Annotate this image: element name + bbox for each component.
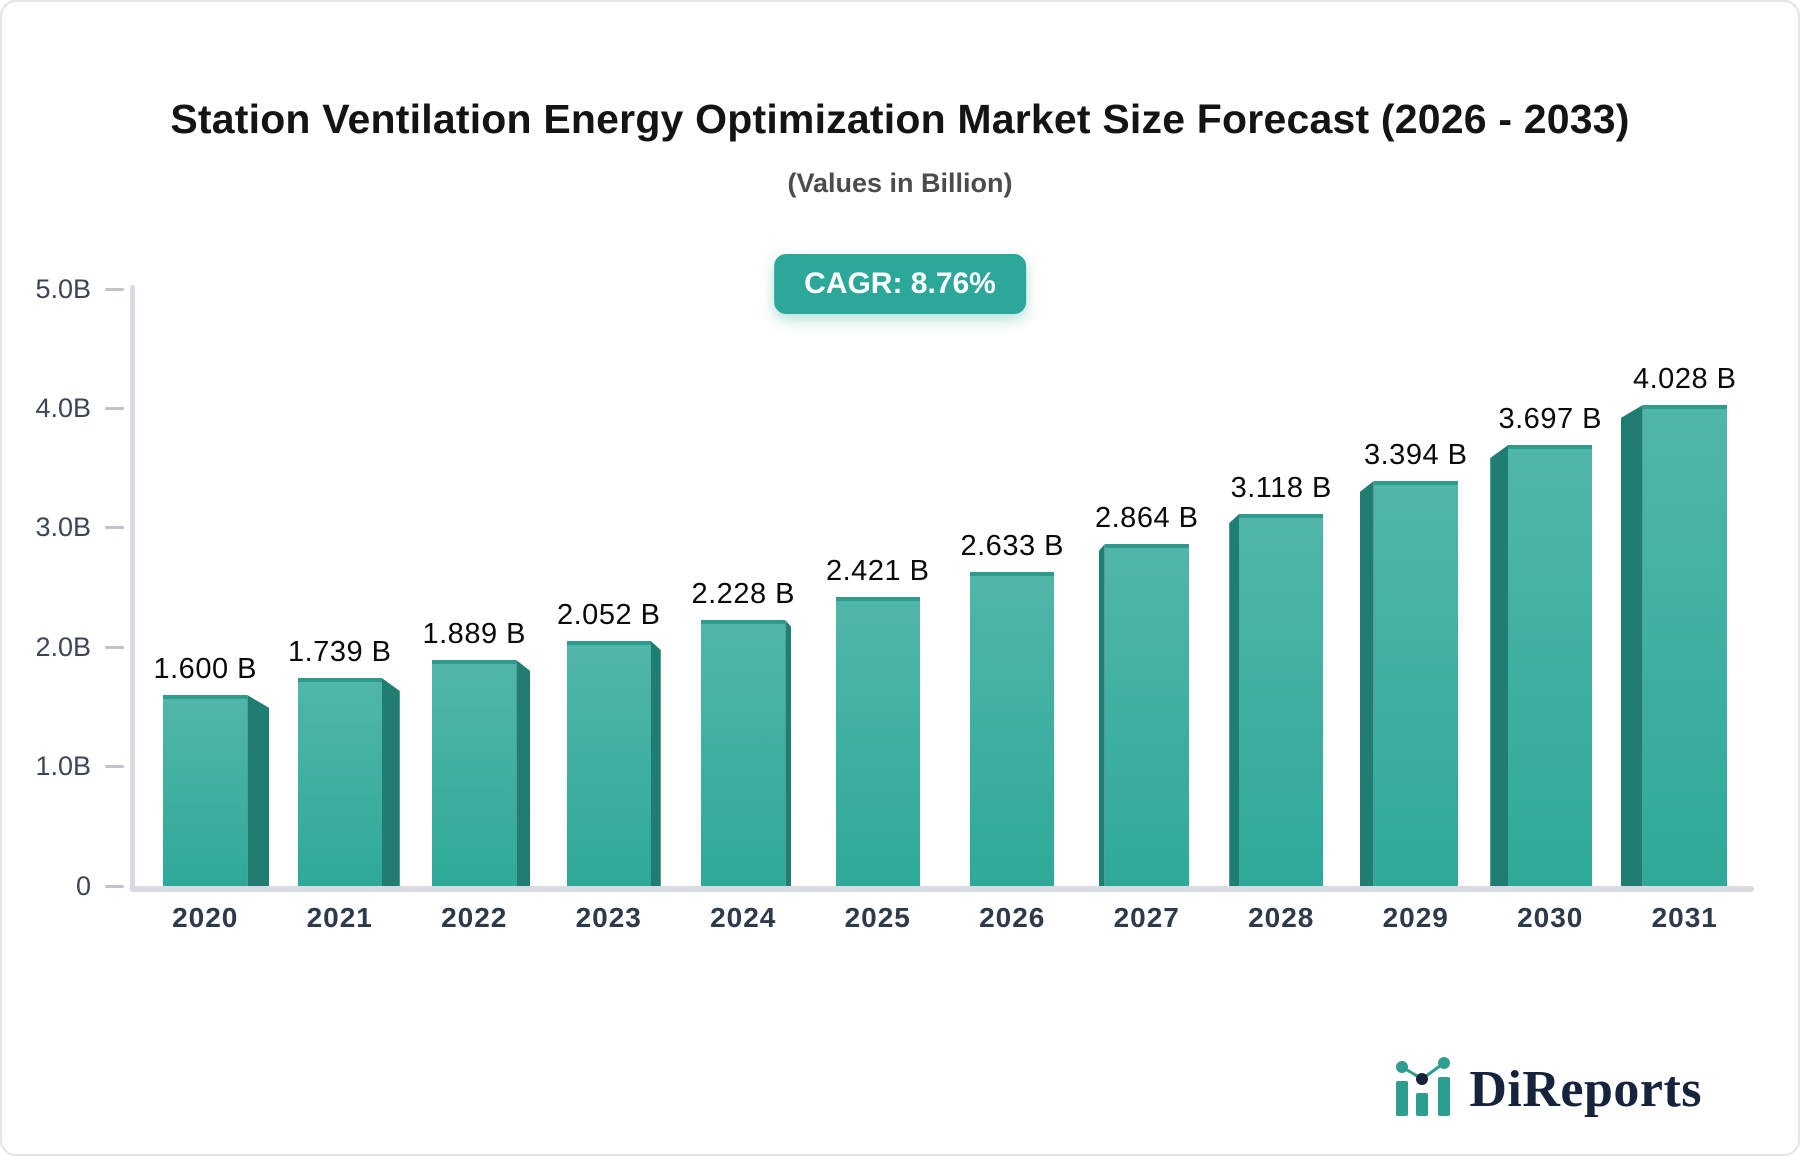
- y-tick-label: 1.0B: [35, 751, 91, 782]
- bar-value-label: 2.228 B: [691, 578, 795, 610]
- bar-side-face: [1098, 544, 1105, 886]
- logo-chart-icon: [1396, 1057, 1451, 1116]
- y-tick-mark: [105, 884, 124, 888]
- x-axis-baseline: [130, 886, 1754, 892]
- bar-side-face: [1490, 445, 1509, 886]
- bar-face: [1373, 481, 1458, 886]
- bar-face: [432, 660, 517, 886]
- y-tick-label: 0: [75, 870, 91, 901]
- bar-side-face: [785, 620, 792, 886]
- bar-column-2022: 1.889 B: [407, 289, 542, 886]
- y-tick-2.0B: 2.0B: [22, 631, 124, 662]
- bar-column-2020: 1.600 B: [138, 289, 273, 886]
- y-tick-1.0B: 1.0B: [22, 751, 124, 782]
- cagr-badge: CAGR: 8.76%: [774, 254, 1026, 314]
- bar-column-2027: 2.864 B: [1080, 289, 1215, 886]
- bar-value-label: 3.697 B: [1498, 403, 1602, 435]
- y-tick-mark: [105, 526, 124, 530]
- x-label-2031: 2031: [1651, 902, 1718, 933]
- x-label-2021: 2021: [306, 902, 373, 933]
- y-tick-3.0B: 3.0B: [22, 512, 124, 543]
- bar-value-label: 1.889 B: [422, 618, 526, 650]
- bar-value-label: 4.028 B: [1633, 363, 1737, 395]
- bar-column-2030: 3.697 B: [1483, 289, 1618, 886]
- x-label-2024: 2024: [710, 902, 777, 933]
- x-label-2029: 2029: [1382, 902, 1449, 933]
- bar-series: 1.600 B 1.739 B 1.889 B 2.052 B 2.228 B 2.421…: [138, 289, 1752, 886]
- y-tick-mark: [105, 645, 124, 649]
- chart-title: Station Ventilation Energy Optimization …: [170, 96, 1630, 142]
- x-label-2023: 2023: [575, 902, 642, 933]
- y-tick-label: 4.0B: [35, 392, 91, 423]
- x-label-2030: 2030: [1517, 902, 1584, 933]
- y-tick-mark: [105, 765, 124, 769]
- bar-side-face: [516, 660, 531, 886]
- bar-side-face: [1359, 481, 1374, 886]
- bar-2028: [1229, 514, 1324, 886]
- y-tick-mark: [105, 287, 124, 291]
- bar-2020: [163, 695, 270, 886]
- y-tick-5.0B: 5.0B: [22, 273, 124, 304]
- bar-side-face: [1229, 514, 1240, 886]
- bar-value-label: 1.600 B: [153, 653, 257, 685]
- bar-value-label: 3.118 B: [1230, 472, 1332, 504]
- bar-2031: [1620, 405, 1727, 886]
- y-tick-4.0B: 4.0B: [22, 392, 124, 423]
- bar-2030: [1490, 445, 1593, 886]
- bar-column-2021: 1.739 B: [273, 289, 408, 886]
- bar-face: [701, 620, 786, 886]
- x-label-2027: 2027: [1113, 902, 1180, 933]
- y-tick-label: 5.0B: [35, 273, 91, 304]
- bar-face: [1239, 514, 1324, 886]
- bar-2024: [701, 620, 792, 886]
- bar-2029: [1359, 481, 1458, 886]
- y-tick-label: 2.0B: [35, 631, 91, 662]
- bar-face: [1104, 544, 1189, 886]
- bar-2022: [432, 660, 531, 886]
- x-label-2020: 2020: [172, 902, 239, 933]
- bar-2026: [970, 572, 1055, 886]
- bar-face: [970, 572, 1055, 886]
- bar-2023: [566, 641, 661, 886]
- x-label-2026: 2026: [979, 902, 1046, 933]
- y-tick-0: 0: [22, 870, 124, 901]
- bar-face: [566, 641, 651, 886]
- bar-value-label: 3.394 B: [1364, 439, 1468, 471]
- bar-side-face: [1620, 405, 1643, 886]
- x-label-2025: 2025: [844, 902, 911, 933]
- bar-value-label: 1.739 B: [288, 636, 392, 668]
- bar-face: [297, 678, 382, 886]
- bar-column-2026: 2.633 B: [945, 289, 1080, 886]
- bar-column-2025: 2.421 B: [811, 289, 946, 886]
- bar-column-2028: 3.118 B: [1214, 289, 1349, 886]
- bar-side-face: [650, 641, 661, 886]
- bar-side-face: [247, 695, 270, 886]
- y-tick-label: 3.0B: [35, 512, 91, 543]
- logo-text: DiReports: [1469, 1061, 1702, 1118]
- bar-column-2031: 4.028 B: [1618, 289, 1753, 886]
- bar-2021: [297, 678, 400, 886]
- x-label-2028: 2028: [1248, 902, 1315, 933]
- bar-value-label: 2.633 B: [960, 530, 1064, 562]
- bar-column-2024: 2.228 B: [676, 289, 811, 886]
- bar-side-face: [381, 678, 400, 886]
- bar-face: [835, 597, 920, 886]
- bar-column-2023: 2.052 B: [542, 289, 677, 886]
- bar-value-label: 2.864 B: [1095, 502, 1199, 534]
- bar-value-label: 2.052 B: [557, 599, 661, 631]
- bar-2027: [1098, 544, 1189, 886]
- bar-column-2029: 3.394 B: [1349, 289, 1484, 886]
- chart-subtitle: (Values in Billion): [787, 168, 1013, 198]
- x-axis-labels: 2020 2021 2022 2023 2024 2025 2026 2027 2028 2029…: [138, 902, 1752, 934]
- x-label-2022: 2022: [441, 902, 508, 933]
- bar-face: [1508, 445, 1593, 886]
- bar-value-label: 2.421 B: [826, 555, 930, 587]
- y-tick-mark: [105, 406, 124, 410]
- y-axis-line: [130, 285, 135, 892]
- direports-logo: DiReports: [1389, 1054, 1702, 1116]
- bar-2025: [835, 597, 920, 886]
- bar-face: [1642, 405, 1727, 886]
- bar-face: [163, 695, 248, 886]
